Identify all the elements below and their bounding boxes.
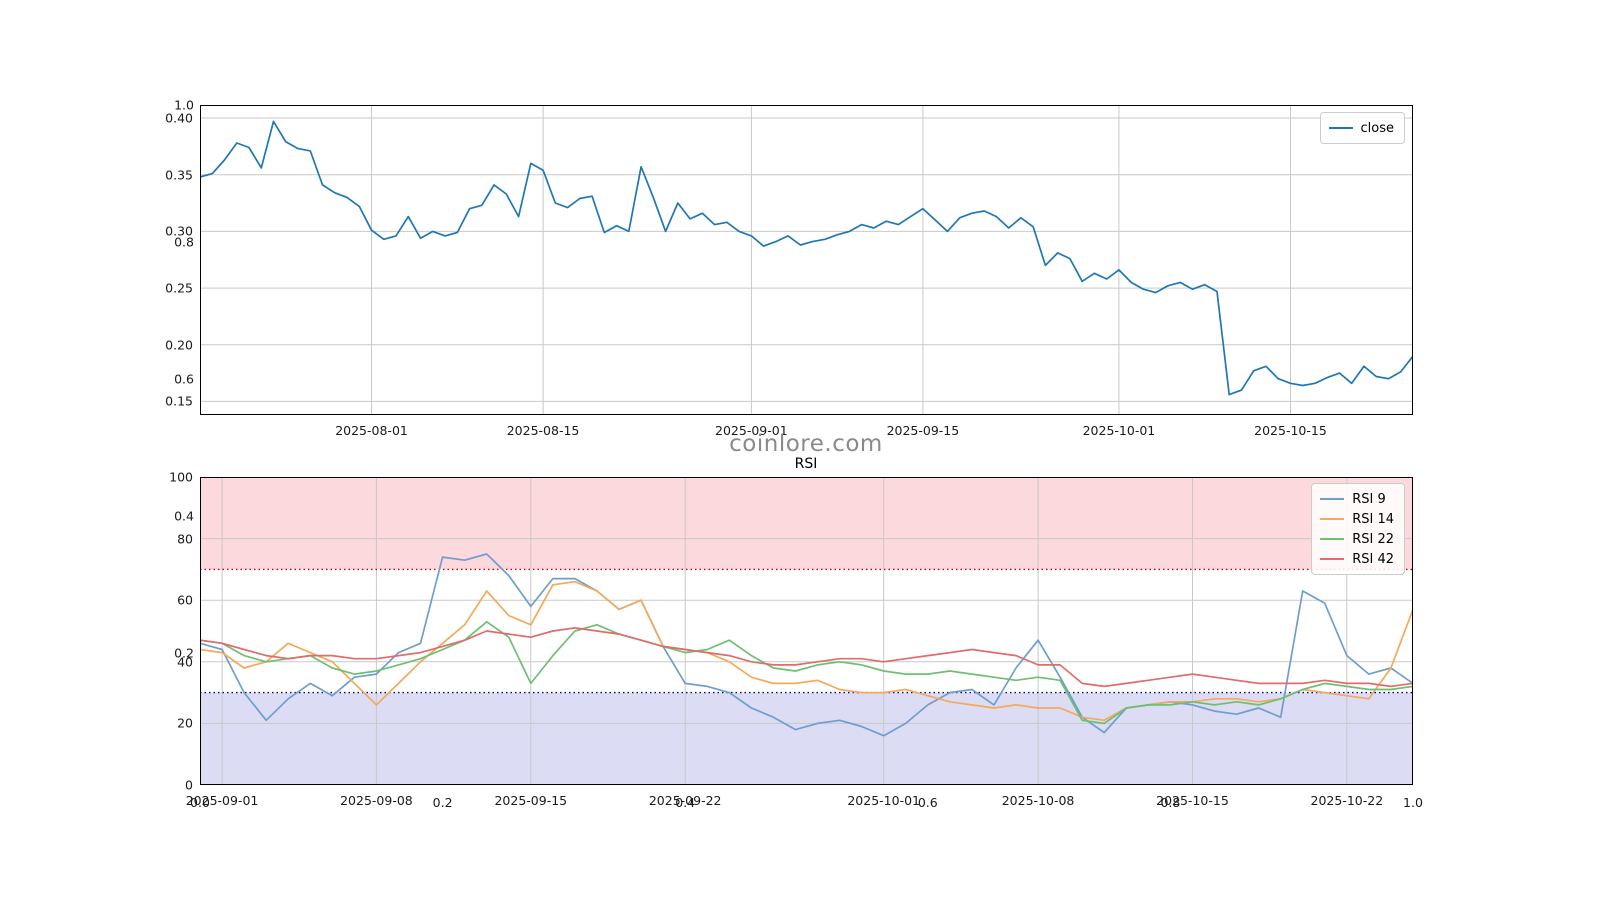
overlay-axis-x-label: 0.2 [432, 795, 453, 810]
price-plot-area [200, 105, 1413, 415]
legend-label: close [1360, 120, 1394, 136]
overlay-axis-x-label: 0.6 [917, 795, 938, 810]
y-tick-label: 0.30 [165, 223, 193, 239]
x-tick-label: 2025-10-08 [1001, 793, 1075, 808]
overlay-axis-y-label: 0.4 [174, 508, 194, 524]
x-tick-label: 2025-09-08 [340, 793, 413, 808]
legend-line-sample [1320, 538, 1345, 540]
legend-item-rsi-22: RSI 22 [1320, 529, 1394, 549]
y-tick-label: 40 [177, 654, 193, 670]
rsi-plot-area [200, 477, 1413, 785]
x-tick-label: 2025-09-22 [648, 793, 722, 808]
x-tick-label: 2025-08-01 [335, 423, 408, 438]
legend-item-rsi-42: RSI 42 [1320, 549, 1394, 569]
y-tick-label: 0.20 [165, 337, 193, 353]
x-tick-label: 2025-10-01 [847, 793, 921, 808]
y-tick-label: 0 [185, 777, 193, 793]
y-tick-label: 0.35 [165, 167, 193, 183]
x-tick-label: 2025-09-01 [185, 793, 259, 808]
y-tick-label: 60 [177, 592, 193, 608]
legend-line-sample [1320, 558, 1345, 560]
overlay-axis-y-label: 0.8 [174, 234, 194, 250]
y-tick-label: 20 [177, 715, 193, 731]
price-chart-panel: close [200, 105, 1413, 415]
overlay-axis-y-label: 0.6 [174, 371, 194, 387]
legend-line-sample [1328, 127, 1353, 129]
x-tick-label: 2025-09-15 [494, 793, 568, 808]
overlay-axis-x-label: 0.8 [1160, 795, 1181, 810]
rsi-title: RSI [794, 456, 818, 472]
legend-item-rsi-9: RSI 9 [1320, 489, 1394, 509]
legend-label: RSI 22 [1352, 531, 1394, 547]
y-tick-label: 0.40 [165, 110, 193, 126]
legend-label: RSI 9 [1352, 491, 1386, 507]
y-tick-label: 0.15 [165, 393, 193, 409]
y-tick-label: 0.25 [165, 280, 193, 296]
watermark-coinlore: coinlore.com [729, 431, 883, 457]
x-tick-label: 2025-09-01 [715, 423, 788, 438]
x-tick-label: 2025-10-22 [1310, 793, 1384, 808]
overlay-axis-y-label: 0.2 [174, 645, 194, 661]
x-tick-label: 2025-10-15 [1156, 793, 1229, 808]
x-tick-label: 2025-08-15 [506, 423, 580, 438]
price-legend: close [1319, 112, 1405, 144]
legend-line-sample [1320, 498, 1345, 500]
x-tick-label: 2025-10-01 [1082, 423, 1156, 438]
legend-label: RSI 14 [1352, 511, 1394, 527]
legend-label: RSI 42 [1352, 551, 1394, 567]
y-tick-label: 80 [177, 531, 193, 547]
x-tick-label: 2025-09-15 [886, 423, 960, 438]
rsi-legend: RSI 9 RSI 14 RSI 22 RSI 42 [1311, 483, 1405, 575]
overlay-axis-x-label: 0.4 [675, 795, 696, 810]
legend-line-sample [1320, 518, 1345, 520]
y-tick-label: 100 [169, 469, 193, 485]
overlay-axis-y-label: 1.0 [174, 97, 194, 113]
x-tick-label: 2025-10-15 [1254, 423, 1327, 438]
overlay-axis-x-label: 1.0 [1403, 795, 1423, 810]
rsi-chart-panel: RSI 9 RSI 14 RSI 22 RSI 42 [200, 477, 1413, 785]
legend-item-close: close [1328, 118, 1394, 138]
overlay-axis-x-label: 0.0 [190, 795, 210, 810]
legend-item-rsi-14: RSI 14 [1320, 509, 1394, 529]
